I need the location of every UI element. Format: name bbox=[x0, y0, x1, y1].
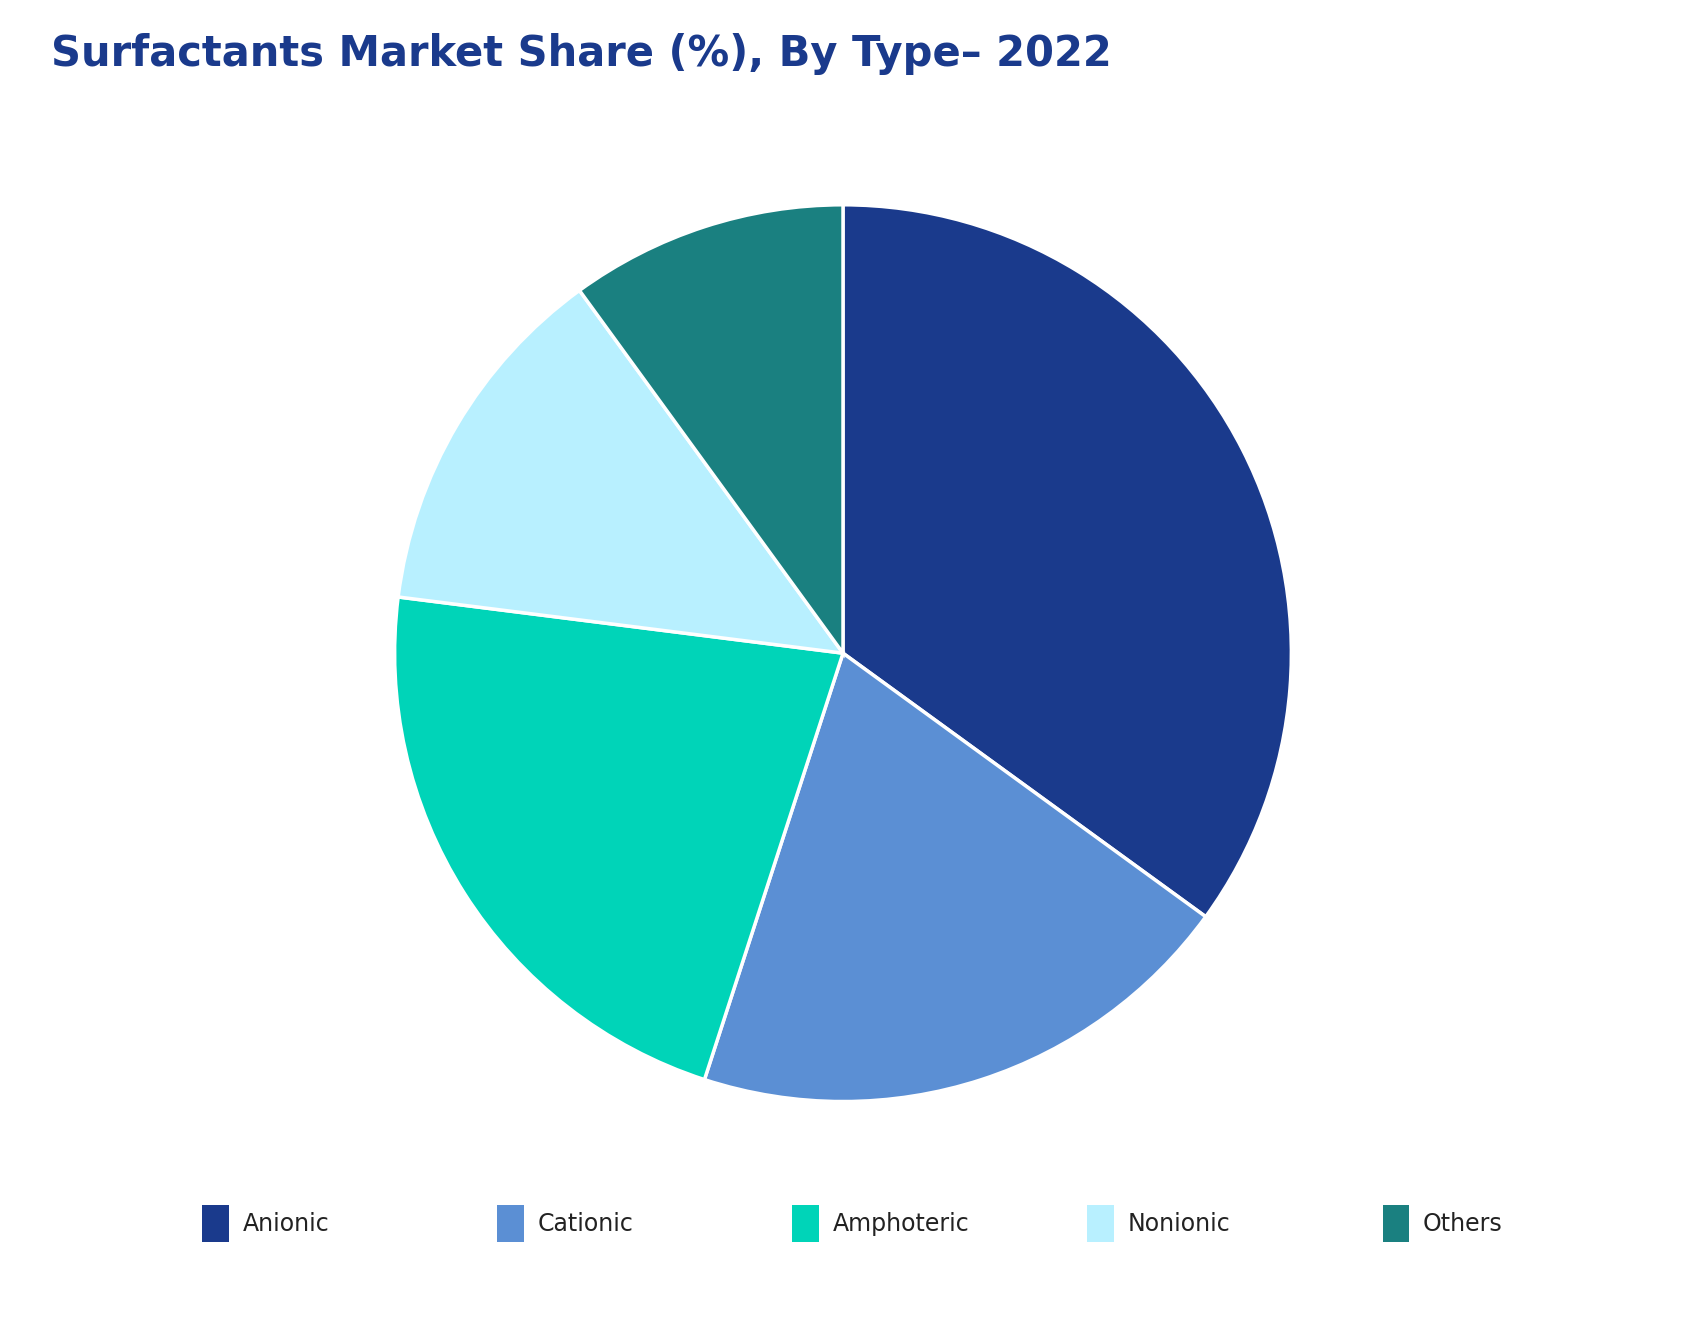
Wedge shape bbox=[398, 291, 843, 653]
Text: Surfactants Market Share (%), By Type– 2022: Surfactants Market Share (%), By Type– 2… bbox=[51, 33, 1111, 76]
Text: Others: Others bbox=[1423, 1212, 1502, 1236]
Wedge shape bbox=[395, 597, 843, 1080]
Wedge shape bbox=[580, 205, 843, 653]
Wedge shape bbox=[843, 205, 1291, 917]
Text: Nonionic: Nonionic bbox=[1128, 1212, 1231, 1236]
Text: Anionic: Anionic bbox=[243, 1212, 329, 1236]
Text: Amphoteric: Amphoteric bbox=[833, 1212, 969, 1236]
Wedge shape bbox=[705, 653, 1205, 1101]
Text: Cationic: Cationic bbox=[538, 1212, 634, 1236]
